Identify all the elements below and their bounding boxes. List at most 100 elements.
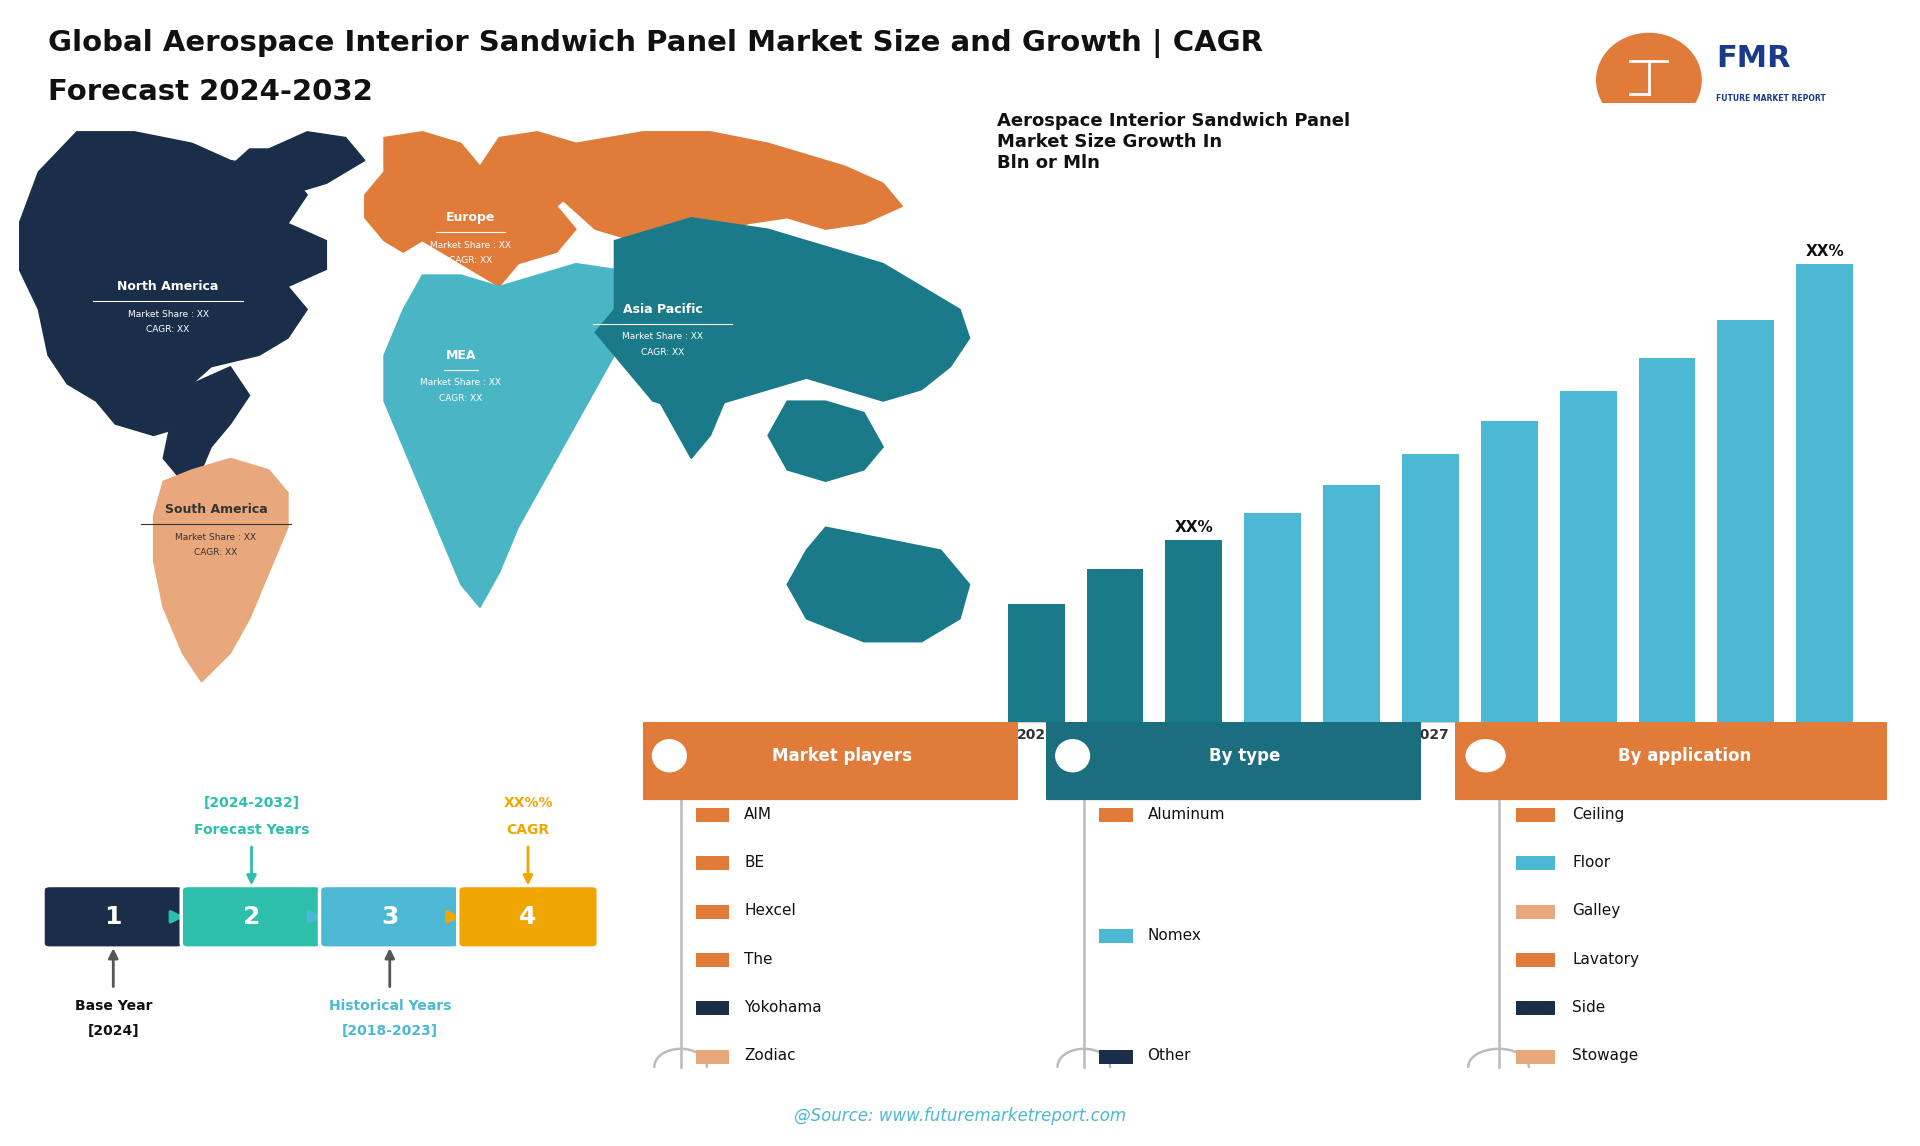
Circle shape — [653, 740, 685, 771]
FancyBboxPatch shape — [1517, 808, 1555, 822]
Bar — [1480, 421, 1538, 722]
Text: South America: South America — [165, 503, 267, 517]
Polygon shape — [557, 132, 902, 241]
Circle shape — [1597, 33, 1701, 127]
Polygon shape — [384, 264, 634, 607]
Text: By application: By application — [1619, 747, 1751, 764]
Text: CAGR: XX: CAGR: XX — [641, 348, 684, 356]
Text: Floor: Floor — [1572, 855, 1611, 870]
FancyBboxPatch shape — [1517, 1002, 1555, 1015]
Text: By type: By type — [1210, 747, 1281, 764]
Circle shape — [1056, 740, 1089, 771]
FancyBboxPatch shape — [42, 886, 184, 948]
Polygon shape — [787, 527, 970, 642]
Text: CAGR: XX: CAGR: XX — [194, 549, 238, 557]
Bar — [1718, 320, 1774, 722]
Text: Yokohama: Yokohama — [745, 1000, 822, 1015]
FancyBboxPatch shape — [1031, 712, 1436, 800]
Polygon shape — [230, 132, 365, 195]
Polygon shape — [653, 355, 730, 458]
Text: Nomex: Nomex — [1148, 927, 1202, 943]
Text: Side: Side — [1572, 1000, 1605, 1015]
Text: 4: 4 — [518, 905, 538, 928]
FancyBboxPatch shape — [319, 886, 461, 948]
Text: Market Share : XX: Market Share : XX — [622, 332, 703, 342]
FancyBboxPatch shape — [695, 808, 730, 822]
Text: Hexcel: Hexcel — [745, 903, 797, 918]
FancyBboxPatch shape — [457, 886, 599, 948]
FancyBboxPatch shape — [1517, 904, 1555, 919]
FancyBboxPatch shape — [695, 904, 730, 919]
Polygon shape — [768, 401, 883, 481]
Text: Global Aerospace Interior Sandwich Panel Market Size and Growth | CAGR: Global Aerospace Interior Sandwich Panel… — [48, 29, 1263, 57]
Text: CAGR: CAGR — [507, 823, 549, 837]
FancyBboxPatch shape — [180, 886, 323, 948]
FancyBboxPatch shape — [1517, 953, 1555, 967]
Text: Lavatory: Lavatory — [1572, 952, 1640, 967]
Text: Market Share : XX: Market Share : XX — [175, 533, 257, 542]
FancyBboxPatch shape — [695, 1002, 730, 1015]
Bar — [1559, 391, 1617, 722]
Text: Historical Years: Historical Years — [328, 999, 451, 1013]
Bar — [1323, 485, 1380, 722]
Bar — [1797, 264, 1853, 722]
Text: [2024-2032]: [2024-2032] — [204, 795, 300, 810]
FancyBboxPatch shape — [695, 1050, 730, 1063]
Text: Market Share : XX: Market Share : XX — [127, 309, 209, 319]
Text: FUTURE MARKET REPORT: FUTURE MARKET REPORT — [1716, 94, 1826, 103]
Bar — [1402, 454, 1459, 722]
Circle shape — [1467, 740, 1505, 771]
Text: XX%: XX% — [1175, 520, 1213, 535]
Text: Market players: Market players — [772, 747, 912, 764]
Bar — [1087, 570, 1144, 722]
Bar — [1165, 540, 1223, 722]
Text: Other: Other — [1148, 1049, 1190, 1063]
Polygon shape — [365, 132, 595, 286]
Text: XX%%: XX%% — [503, 795, 553, 810]
Text: Market Share : XX: Market Share : XX — [430, 241, 511, 250]
Text: CAGR: XX: CAGR: XX — [146, 325, 190, 333]
Text: Market Share : XX: Market Share : XX — [420, 378, 501, 387]
Text: Forecast Years: Forecast Years — [194, 823, 309, 837]
Text: BE: BE — [745, 855, 764, 870]
Text: 3: 3 — [380, 905, 399, 928]
Text: 2: 2 — [242, 905, 261, 928]
Text: [2024]: [2024] — [88, 1023, 138, 1038]
Polygon shape — [595, 218, 970, 413]
Text: CAGR: XX: CAGR: XX — [440, 394, 482, 402]
Text: [2018-2023]: [2018-2023] — [342, 1023, 438, 1038]
Text: North America: North America — [117, 280, 219, 293]
Text: Zodiac: Zodiac — [745, 1049, 797, 1063]
Text: Aluminum: Aluminum — [1148, 807, 1225, 822]
Bar — [1244, 512, 1302, 722]
Polygon shape — [19, 132, 326, 435]
Text: Ceiling: Ceiling — [1572, 807, 1624, 822]
Text: 1: 1 — [104, 905, 123, 928]
Bar — [1638, 358, 1695, 722]
FancyBboxPatch shape — [695, 953, 730, 967]
Text: Europe: Europe — [445, 211, 495, 225]
FancyBboxPatch shape — [1098, 808, 1133, 822]
Text: MEA: MEA — [445, 348, 476, 362]
FancyBboxPatch shape — [1098, 1050, 1133, 1063]
FancyBboxPatch shape — [1517, 1050, 1555, 1063]
Text: Base Year: Base Year — [75, 999, 152, 1013]
Text: FMR: FMR — [1716, 45, 1791, 73]
FancyBboxPatch shape — [1438, 712, 1905, 800]
FancyBboxPatch shape — [1098, 928, 1133, 943]
Text: AIM: AIM — [745, 807, 772, 822]
Text: @Source: www.futuremarketreport.com: @Source: www.futuremarketreport.com — [795, 1107, 1125, 1125]
Text: The: The — [745, 952, 772, 967]
Text: Aerospace Interior Sandwich Panel
Market Size Growth In
Bln or Mln: Aerospace Interior Sandwich Panel Market… — [996, 112, 1350, 172]
Polygon shape — [154, 458, 288, 682]
FancyBboxPatch shape — [695, 856, 730, 871]
Polygon shape — [163, 367, 250, 481]
Text: Galley: Galley — [1572, 903, 1620, 918]
Text: CAGR: XX: CAGR: XX — [449, 257, 492, 265]
Text: Asia Pacific: Asia Pacific — [622, 303, 703, 316]
Text: Forecast 2024-2032: Forecast 2024-2032 — [48, 78, 372, 105]
Text: XX%: XX% — [1805, 244, 1843, 259]
Bar — [1008, 604, 1064, 722]
FancyBboxPatch shape — [628, 712, 1033, 800]
FancyBboxPatch shape — [1517, 856, 1555, 871]
